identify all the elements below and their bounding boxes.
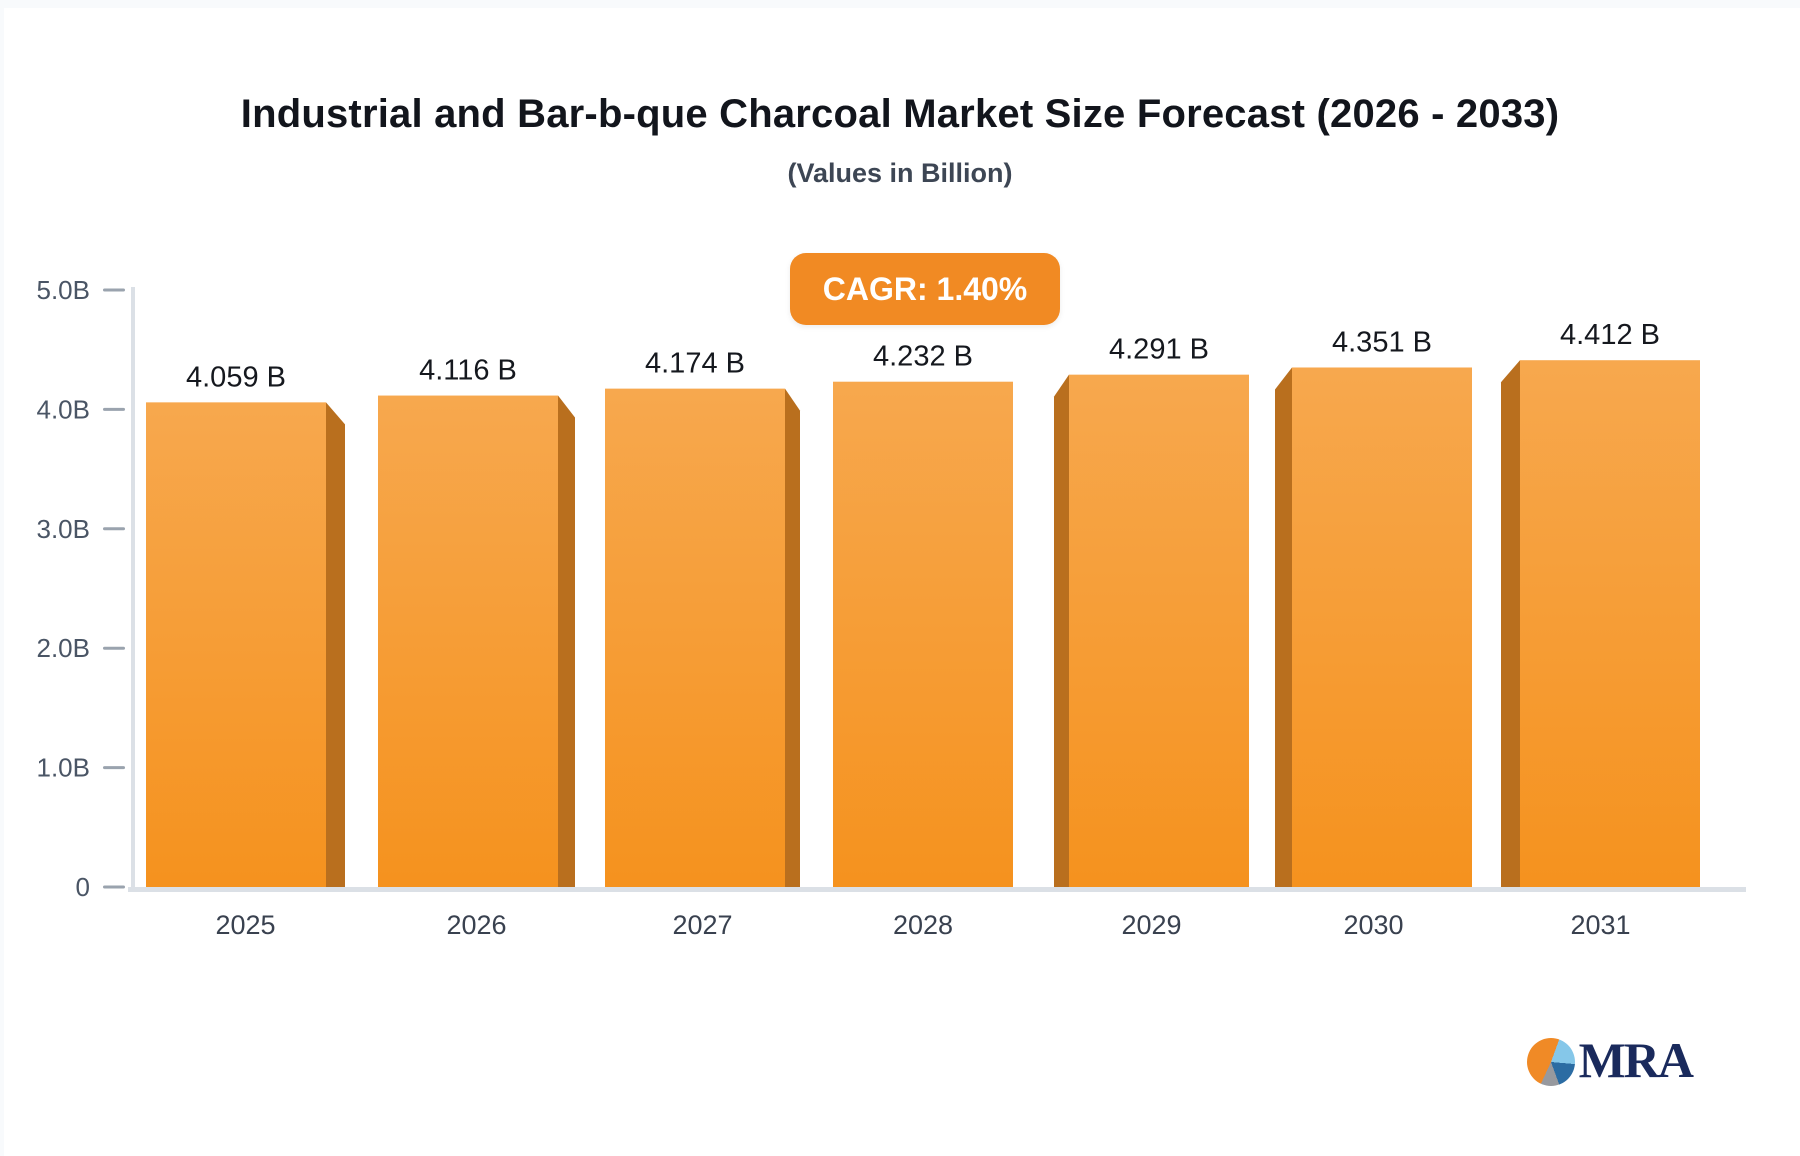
bar-side-face xyxy=(785,388,800,887)
bar-front-face xyxy=(1520,360,1700,887)
mra-logo: MRA xyxy=(1526,1032,1694,1088)
bar-2030[interactable] xyxy=(1275,367,1472,887)
bar-front-face xyxy=(605,388,785,887)
x-tick-label: 2027 xyxy=(672,910,732,940)
bar-front-face xyxy=(1292,367,1472,887)
y-tick-label: 1.0B xyxy=(37,753,91,783)
bar-side-face xyxy=(558,395,575,887)
bar-value-label: 4.232 B xyxy=(873,341,973,373)
x-tick-label: 2029 xyxy=(1121,910,1181,940)
bars-layer xyxy=(146,360,1700,887)
y-tick-label: 5.0B xyxy=(37,275,91,305)
y-tick-label: 3.0B xyxy=(37,514,91,544)
page-top-edge xyxy=(0,0,1800,8)
bar-value-label: 4.412 B xyxy=(1560,319,1660,351)
bar-value-label: 4.059 B xyxy=(186,361,286,393)
x-tick-label: 2026 xyxy=(446,910,506,940)
cagr-badge: CAGR: 1.40% xyxy=(790,253,1060,325)
bar-2028[interactable] xyxy=(833,381,1013,887)
y-tick-label: 0 xyxy=(76,872,90,902)
bar-value-label: 4.174 B xyxy=(645,348,745,380)
y-axis-line xyxy=(131,287,135,890)
bar-value-label: 4.116 B xyxy=(419,355,517,387)
chart-title: Industrial and Bar-b-que Charcoal Market… xyxy=(240,92,1560,136)
bar-2025[interactable] xyxy=(146,402,345,887)
y-tick-mark xyxy=(103,885,125,889)
bar-front-face xyxy=(378,395,558,887)
axis-layer: 5.0B 4.0B 3.0B 2.0B 1.0B 0 xyxy=(37,275,1746,902)
bar-front-face xyxy=(833,381,1013,887)
y-tick-mark xyxy=(103,766,125,770)
logo-text: MRA xyxy=(1578,1032,1694,1088)
y-tick-mark xyxy=(103,407,125,411)
labels-layer: 4.059 B 2025 4.116 B 2026 4.174 B 2027 4.232 B… xyxy=(186,319,1660,940)
cagr-badge-label: CAGR: 1.40% xyxy=(822,270,1028,307)
bar-2031[interactable] xyxy=(1501,360,1700,887)
chart-subtitle: (Values in Billion) xyxy=(787,158,1013,188)
y-tick-mark xyxy=(103,646,125,650)
bar-value-label: 4.291 B xyxy=(1109,334,1209,366)
x-tick-label: 2025 xyxy=(215,910,275,940)
bar-side-face xyxy=(1054,374,1069,887)
x-axis-line xyxy=(128,887,1746,892)
bar-value-label: 4.351 B xyxy=(1332,326,1432,358)
y-tick-label: 4.0B xyxy=(37,394,91,424)
y-tick-label: 2.0B xyxy=(37,633,91,663)
pie-chart-logo-icon xyxy=(1526,1038,1575,1086)
x-tick-label: 2031 xyxy=(1570,910,1630,940)
page-left-edge xyxy=(0,0,4,1156)
y-tick-mark xyxy=(103,288,125,292)
bar-front-face xyxy=(1069,374,1249,887)
bar-2027[interactable] xyxy=(605,388,800,887)
bar-2029[interactable] xyxy=(1054,374,1249,887)
bar-side-face xyxy=(326,402,345,887)
bar-side-face xyxy=(1501,360,1520,887)
y-tick-mark xyxy=(103,527,125,531)
bar-side-face xyxy=(1275,367,1292,887)
x-tick-label: 2028 xyxy=(893,910,953,940)
x-tick-label: 2030 xyxy=(1343,910,1403,940)
bar-front-face xyxy=(146,402,326,887)
bar-2026[interactable] xyxy=(378,395,575,887)
